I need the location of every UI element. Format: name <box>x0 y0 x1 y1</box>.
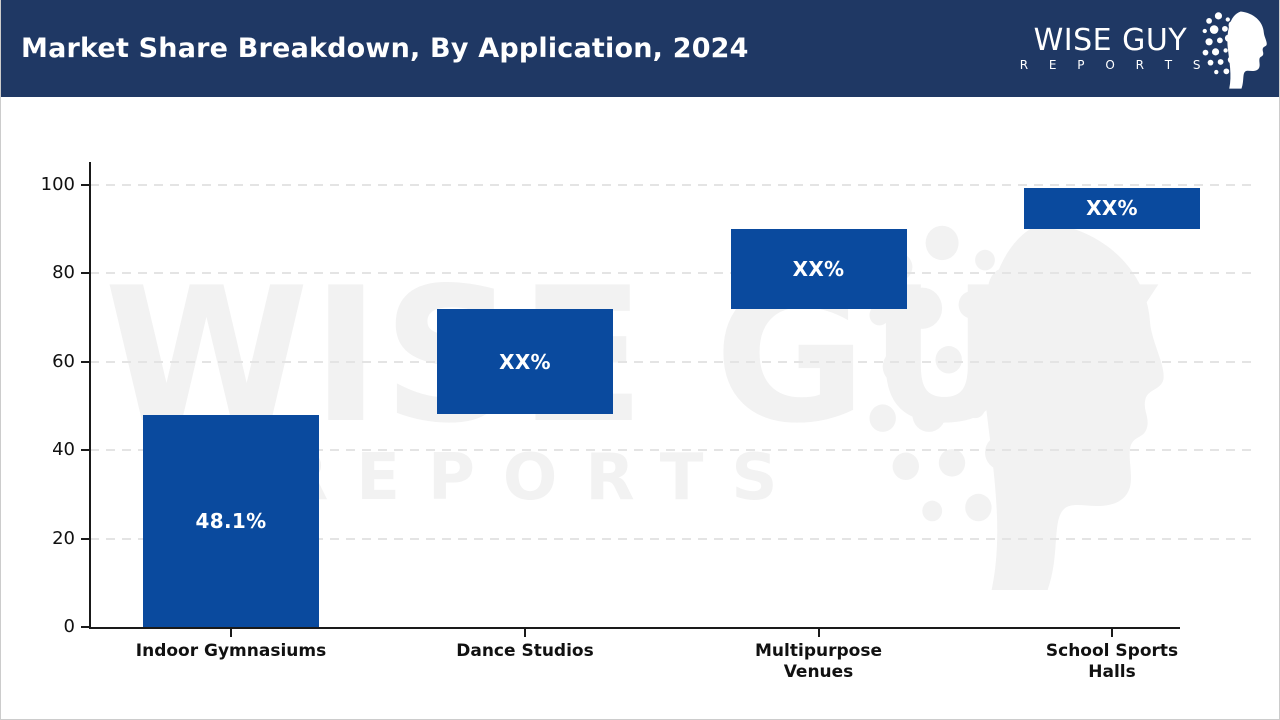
bar-value-label: XX% <box>792 256 845 281</box>
gridline <box>90 537 1254 540</box>
watermark-face-icon <box>869 222 1164 590</box>
wiseguy-logo: WISE GUY R E P O R T S <box>1012 9 1271 89</box>
x-tick-mark <box>817 629 820 637</box>
x-tick-mark <box>524 629 526 637</box>
gridline <box>90 360 1254 363</box>
y-tick-label: 20 <box>52 527 75 549</box>
gridline <box>90 449 1254 452</box>
y-tick-label: 0 <box>63 616 75 638</box>
y-axis-line <box>89 162 91 629</box>
page-title: Market Share Breakdown, By Application, … <box>21 33 749 64</box>
y-tick-mark <box>81 449 89 452</box>
watermark-subtitle: REPORTS <box>279 441 806 515</box>
y-tick-label: 60 <box>52 350 75 372</box>
y-tick-label: 80 <box>52 262 75 284</box>
y-tick-label: 40 <box>52 439 75 461</box>
x-category-label: Dance Studios <box>456 641 594 661</box>
x-category-label: Indoor Gymnasiums <box>135 641 327 661</box>
bar-value-label: XX% <box>1086 196 1138 221</box>
logo-subtitle: R E P O R T S <box>1019 58 1209 73</box>
x-tick-mark <box>1111 629 1113 637</box>
header: Market Share Breakdown, By Application, … <box>1 0 1279 97</box>
logo-text: WISE GUY R E P O R T S <box>1012 25 1209 73</box>
x-category-label: Multipurpose Venues <box>755 641 882 683</box>
y-tick-mark <box>81 183 89 186</box>
gridline <box>90 272 1254 275</box>
bar-segment: 48.1% <box>143 414 319 628</box>
y-tick-mark <box>81 626 89 629</box>
x-axis-line <box>89 627 1180 629</box>
logo-wordmark: WISE GUY <box>1033 22 1188 58</box>
bar-value-label: XX% <box>499 349 551 374</box>
gridline <box>90 183 1254 186</box>
x-tick-mark <box>230 629 232 637</box>
wiseguy-face-icon <box>1202 11 1267 89</box>
y-tick-label: 100 <box>40 173 75 195</box>
x-category-label: School Sports Halls <box>1045 641 1179 683</box>
bar-value-label: 48.1% <box>195 508 267 533</box>
bar-segment: XX% <box>1024 187 1200 229</box>
bar-segment: XX% <box>730 229 907 309</box>
bar-segment: XX% <box>437 308 613 415</box>
y-tick-mark <box>81 272 89 275</box>
y-tick-mark <box>81 537 89 540</box>
y-tick-mark <box>81 360 89 363</box>
